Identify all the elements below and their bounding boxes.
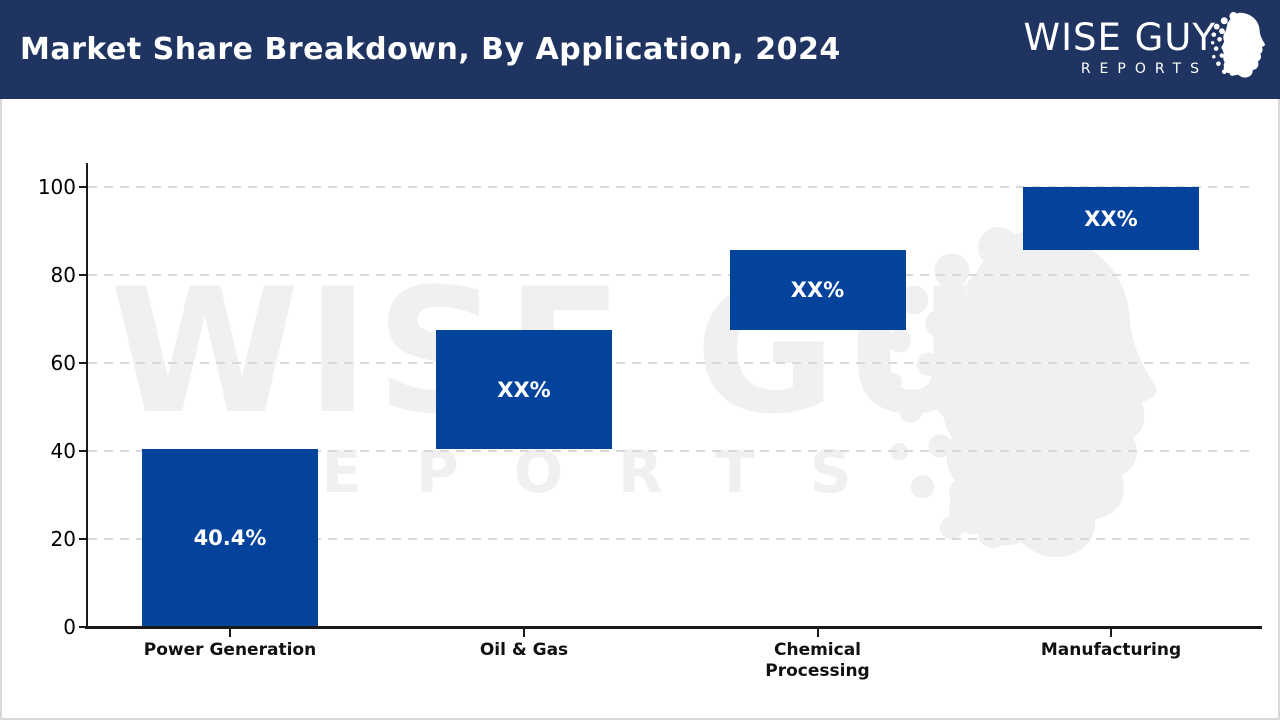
category-label: Manufacturing [1040, 640, 1182, 660]
y-tick-label: 60 [50, 351, 76, 375]
bar-value-label: XX% [790, 278, 845, 303]
gridline [88, 538, 1255, 540]
x-tick-mark [229, 629, 231, 637]
y-tick-mark [79, 274, 88, 276]
y-tick-mark [79, 362, 88, 364]
bar-value-label: XX% [497, 377, 551, 402]
gridline [88, 362, 1255, 364]
bar: 40.4% [142, 449, 318, 627]
bar: XX% [1023, 187, 1199, 251]
y-tick-mark [79, 450, 88, 452]
bar-value-label: 40.4% [193, 526, 267, 551]
gridline [88, 186, 1255, 188]
y-tick-mark [79, 626, 88, 628]
y-tick-mark [79, 538, 88, 540]
category-label: Power Generation [143, 640, 317, 660]
category-label: Oil & Gas [479, 640, 569, 660]
wiseguy-logo: WISE GUY REPORTS [1016, 8, 1266, 94]
y-tick-mark [79, 186, 88, 188]
x-tick-mark [1110, 629, 1112, 637]
y-tick-label: 20 [50, 527, 76, 551]
page-title: Market Share Breakdown, By Application, … [20, 32, 841, 67]
category-label: Chemical Processing [765, 640, 870, 681]
header-bar: Market Share Breakdown, By Application, … [0, 0, 1280, 99]
wiseguy-head-watermark-icon [884, 226, 1157, 557]
y-tick-label: 0 [63, 615, 76, 639]
x-axis-line [85, 626, 1262, 629]
y-tick-label: 80 [50, 263, 76, 287]
wiseguy-head-icon [1210, 12, 1265, 78]
y-tick-label: 40 [50, 439, 76, 463]
watermark-subtext: REPORTS [222, 438, 907, 506]
bar: XX% [729, 250, 906, 331]
y-axis-line [86, 163, 88, 628]
x-tick-mark [816, 629, 819, 637]
bar-value-label: XX% [1084, 206, 1138, 231]
gridline [88, 274, 1255, 276]
logo-name: WISE GUY [1023, 16, 1216, 59]
bar: XX% [436, 330, 612, 450]
x-tick-mark [523, 629, 525, 637]
y-tick-label: 100 [37, 175, 76, 199]
gridline [88, 450, 1255, 452]
logo-subtitle: REPORTS [1080, 61, 1208, 77]
